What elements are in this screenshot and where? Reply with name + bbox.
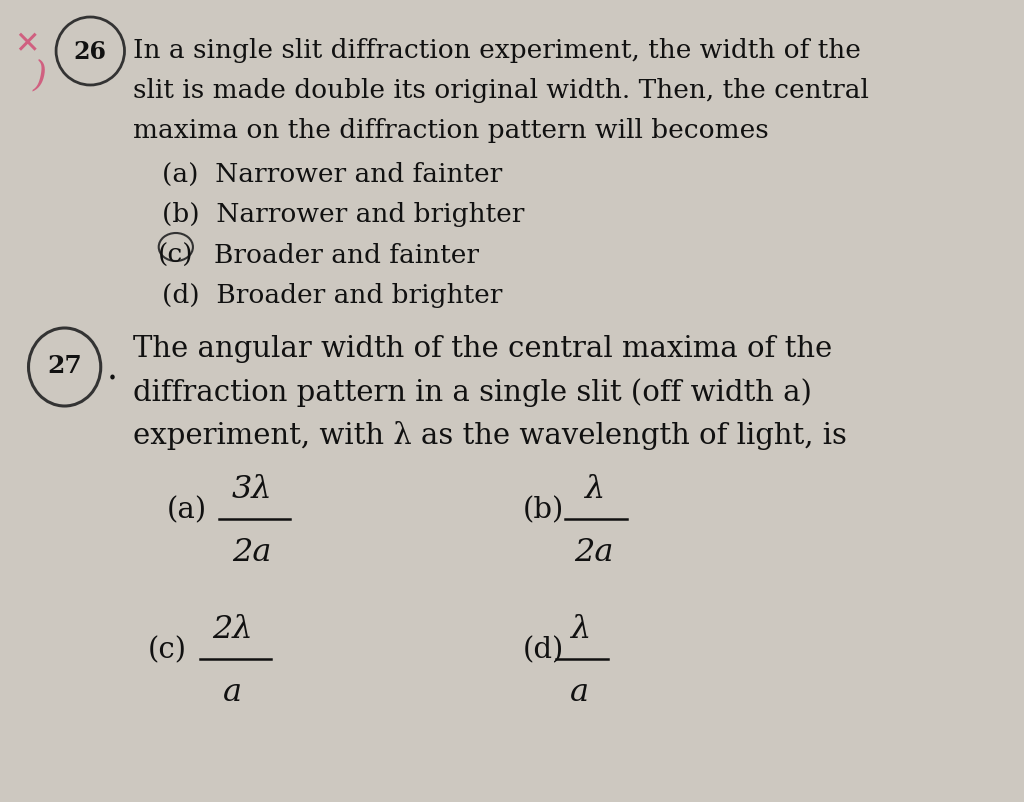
Text: The angular width of the central maxima of the: The angular width of the central maxima … <box>133 334 833 363</box>
Text: 2a: 2a <box>574 537 613 568</box>
Text: (c): (c) <box>147 635 186 663</box>
Text: maxima on the diffraction pattern will becomes: maxima on the diffraction pattern will b… <box>133 118 769 143</box>
Text: (c): (c) <box>158 243 194 268</box>
Text: λ: λ <box>584 474 604 505</box>
Text: ✕: ✕ <box>14 30 39 59</box>
Text: .: . <box>106 353 118 387</box>
Text: slit is made double its original width. Then, the central: slit is made double its original width. … <box>133 78 869 103</box>
Text: a: a <box>570 677 590 707</box>
Text: (d): (d) <box>522 635 564 663</box>
Text: 2a: 2a <box>232 537 271 568</box>
Text: ): ) <box>33 58 47 92</box>
Text: In a single slit diffraction experiment, the width of the: In a single slit diffraction experiment,… <box>133 38 861 63</box>
Text: (b): (b) <box>522 496 564 524</box>
Text: (a)  Narrower and fainter: (a) Narrower and fainter <box>162 162 502 187</box>
Text: a: a <box>223 677 243 707</box>
Text: (b)  Narrower and brighter: (b) Narrower and brighter <box>162 202 524 227</box>
Text: experiment, with λ as the wavelength of light, is: experiment, with λ as the wavelength of … <box>133 420 847 449</box>
Text: 2λ: 2λ <box>213 614 253 645</box>
Text: λ: λ <box>569 614 590 645</box>
Text: Broader and fainter: Broader and fainter <box>214 243 479 268</box>
Text: 3λ: 3λ <box>231 474 272 505</box>
Text: 27: 27 <box>47 354 82 378</box>
Text: 26: 26 <box>74 40 106 64</box>
Text: diffraction pattern in a single slit (off width a): diffraction pattern in a single slit (of… <box>133 378 812 407</box>
Text: (d)  Broader and brighter: (d) Broader and brighter <box>162 282 502 308</box>
Text: (a): (a) <box>166 496 207 524</box>
